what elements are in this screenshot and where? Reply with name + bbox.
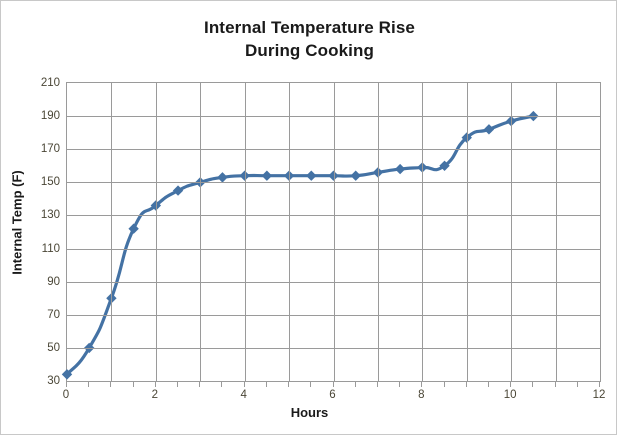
gridline-vertical: [511, 83, 513, 381]
x-axis-minor-tick: [288, 382, 290, 387]
x-axis-tick-label: 2: [151, 389, 159, 401]
x-axis-minor-tick: [576, 382, 578, 387]
series-path: [65, 114, 535, 376]
gridline-vertical: [111, 83, 113, 381]
x-axis-minor-tick: [332, 382, 334, 387]
x-axis-minor-tick: [487, 382, 489, 387]
x-axis-minor-tick: [510, 382, 512, 387]
chart-title-line-2: During Cooking: [245, 40, 374, 60]
data-point-marker: [439, 160, 450, 171]
data-point-marker: [261, 170, 273, 181]
y-axis-tick-label: 190: [40, 110, 60, 123]
y-axis-tick-label: 50: [47, 341, 60, 354]
x-axis-tick-label: 8: [418, 389, 425, 401]
x-axis-minor-tick: [66, 382, 67, 387]
x-axis-minor-tick: [177, 382, 179, 387]
y-axis-tick-label: 170: [40, 143, 60, 156]
x-axis-tick-label: 10: [503, 389, 517, 401]
data-point-marker: [483, 124, 495, 135]
x-axis-tick-label: 12: [592, 389, 606, 401]
y-axis-tick-label: 90: [47, 275, 60, 288]
y-axis-tick-label: 110: [41, 242, 60, 255]
x-axis-minor-tick: [421, 382, 423, 387]
y-axis-tick-label: 130: [40, 209, 60, 222]
x-axis-minor-tick: [265, 382, 267, 387]
y-axis-title: Internal Temp (F): [5, 127, 29, 317]
x-axis-minor-tick: [465, 382, 467, 387]
chart-title: Internal Temperature Rise During Cooking: [1, 17, 616, 63]
data-point-marker: [394, 163, 406, 175]
gridline-vertical: [422, 83, 424, 381]
x-axis-minor-tick: [354, 382, 356, 387]
plot-area: [61, 82, 601, 382]
x-axis-minor-tick: [221, 382, 223, 387]
y-axis-tick-label: 30: [47, 375, 60, 387]
x-axis-minor-tick: [110, 382, 112, 387]
data-point-marker: [172, 185, 184, 196]
x-axis-minor-tick: [88, 382, 90, 387]
chart-title-line-1: Internal Temperature Rise: [204, 18, 415, 37]
gridline-vertical: [200, 83, 202, 381]
gridline-vertical: [155, 83, 157, 381]
x-axis-minor-tick: [310, 382, 312, 387]
x-axis-tick-label: 6: [329, 389, 336, 401]
x-axis-minor-tick: [154, 382, 156, 387]
x-axis-minor-tick: [376, 382, 378, 387]
x-axis-minor-tick: [599, 382, 600, 387]
x-axis-minor-tick: [554, 382, 556, 387]
x-axis-minor-tick: [443, 382, 445, 387]
data-point-marker: [217, 172, 228, 183]
gridline-vertical: [333, 83, 335, 381]
gridline-vertical: [555, 83, 557, 381]
x-axis-minor-tick: [199, 382, 201, 387]
x-axis-minor-tick: [132, 382, 134, 387]
gridline-vertical: [377, 83, 379, 381]
y-axis-tick-label: 150: [40, 176, 60, 189]
data-point-marker: [350, 170, 361, 181]
y-axis-tick-label: 210: [40, 77, 60, 89]
gridline-vertical: [289, 83, 291, 381]
y-axis-tick-label: 70: [47, 308, 60, 321]
x-axis-title: Hours: [290, 405, 329, 420]
data-point-marker: [61, 369, 73, 380]
data-point-marker: [306, 170, 317, 181]
gridline-vertical: [244, 83, 246, 381]
gridline-vertical: [466, 83, 468, 381]
x-axis-minor-tick: [399, 382, 401, 387]
x-axis-minor-tick: [532, 382, 534, 387]
x-axis-tick-label: 4: [240, 389, 247, 401]
x-axis-minor-tick: [243, 382, 245, 387]
data-point-marker: [128, 223, 139, 234]
x-axis-tick-label: 0: [62, 389, 70, 401]
